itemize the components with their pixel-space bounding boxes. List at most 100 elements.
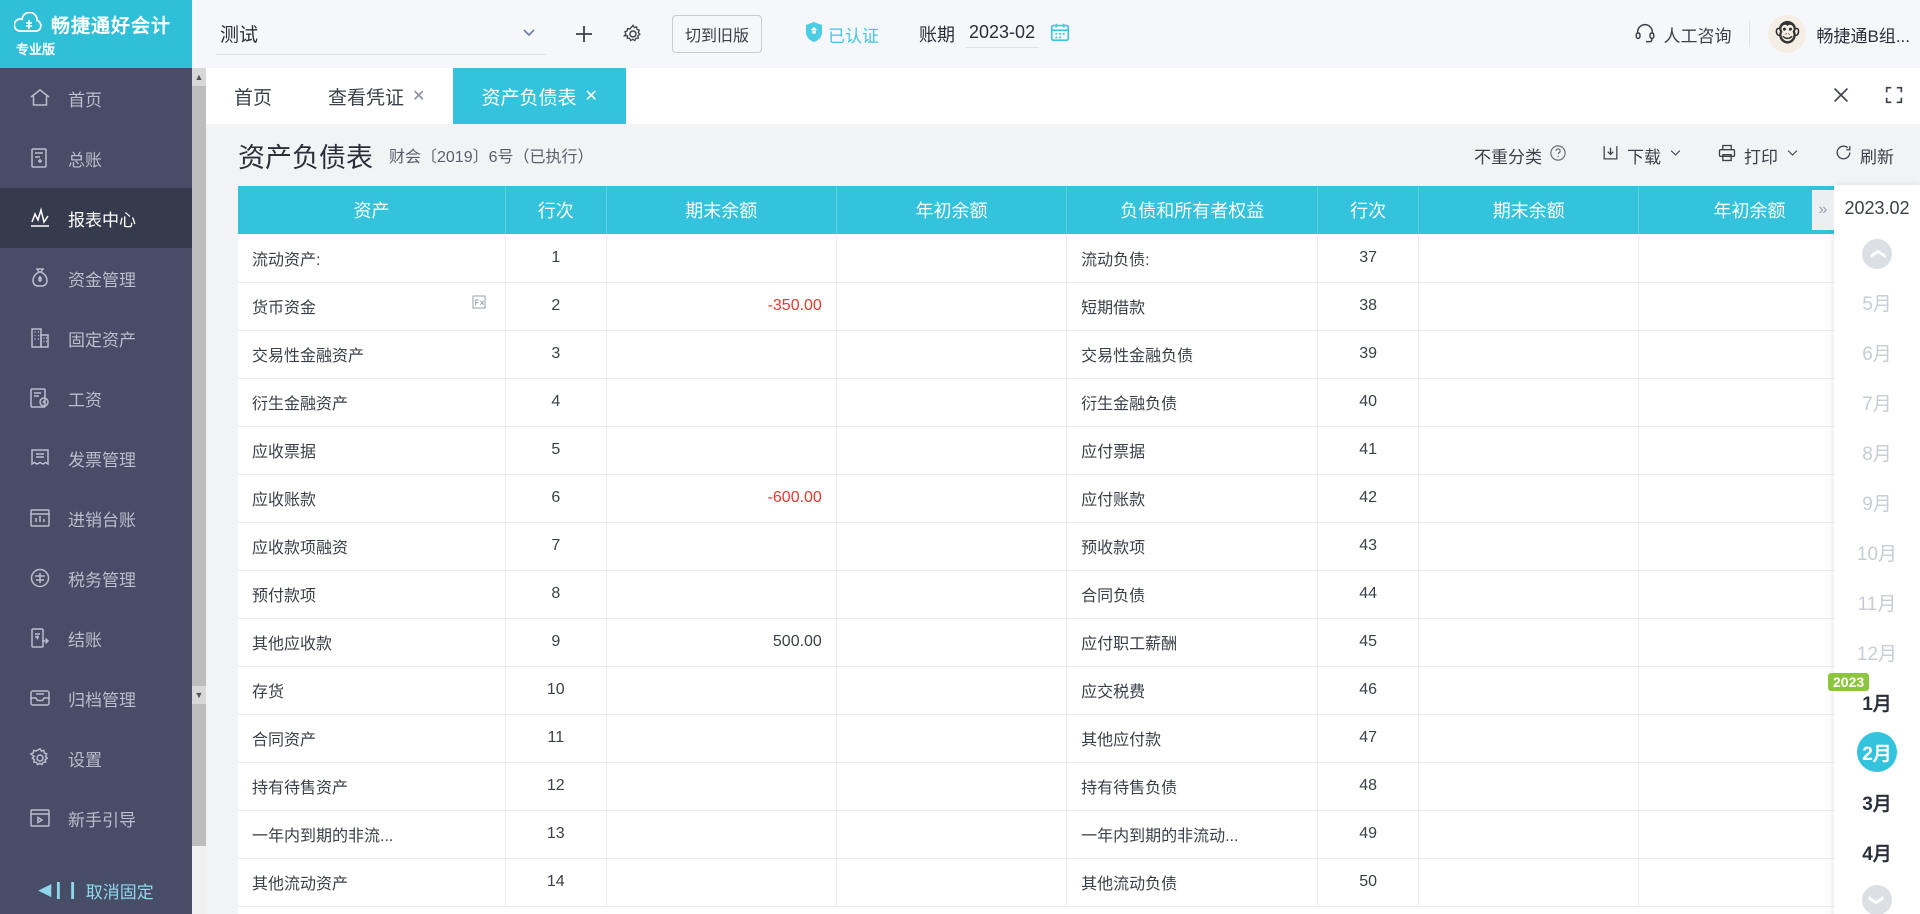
month-item-10[interactable]: 3月 [1834,777,1920,827]
asset-end-balance-cell[interactable] [606,426,837,475]
asset-end-balance-cell[interactable]: -350.00 [606,282,837,331]
liability-begin-balance-cell[interactable] [1638,714,1860,763]
liability-name-cell[interactable]: 持有待售负债 [1066,762,1319,811]
tool-2[interactable]: 打印 [1717,143,1800,168]
asset-end-balance-cell[interactable] [606,522,837,571]
tab-1[interactable]: 查看凭证 ✕ [300,68,453,124]
asset-begin-balance-cell[interactable] [836,474,1068,523]
asset-end-balance-cell[interactable]: 500.00 [606,618,837,667]
verified-badge[interactable]: 已认证 [804,21,879,48]
asset-begin-balance-cell[interactable] [836,570,1068,619]
liability-end-balance-cell[interactable] [1418,618,1640,667]
asset-end-balance-cell[interactable] [606,378,837,427]
period-selector[interactable]: 账期 2023-02 [919,20,1071,48]
month-item-8[interactable]: 2023 1月 [1828,673,1920,727]
asset-begin-balance-cell[interactable] [836,282,1068,331]
month-item-5[interactable]: 10月 [1834,527,1920,577]
liability-end-balance-cell[interactable] [1418,282,1640,331]
sidebar-item-8[interactable]: 税务管理 [0,548,192,608]
month-item-3[interactable]: 8月 [1834,427,1920,477]
close-icon[interactable]: ✕ [584,88,598,105]
column-header-4[interactable]: 负债和所有者权益 [1066,186,1319,234]
asset-begin-balance-cell[interactable] [836,810,1068,859]
chevron-up-icon[interactable]: ❯ [1862,239,1892,269]
liability-begin-balance-cell[interactable] [1638,378,1860,427]
sidebar-item-12[interactable]: 新手引导 [0,788,192,848]
month-item-0[interactable]: 5月 [1834,277,1920,327]
human-support-button[interactable]: 人工咨询 [1634,21,1731,48]
liability-name-cell[interactable]: 短期借款 [1066,282,1319,331]
liability-begin-balance-cell[interactable] [1638,666,1860,715]
month-item-4[interactable]: 9月 [1834,477,1920,527]
asset-name-cell[interactable]: 流动资产: [238,234,507,283]
column-header-1[interactable]: 行次 [505,186,607,234]
liability-name-cell[interactable]: 合同负债 [1066,570,1319,619]
sidebar-scrollbar[interactable]: ▲ ▼ [192,68,206,914]
asset-name-cell[interactable]: 应收票据 [238,426,507,475]
asset-end-balance-cell[interactable] [606,762,837,811]
asset-begin-balance-cell[interactable] [836,234,1068,283]
asset-end-balance-cell[interactable] [606,330,837,379]
asset-begin-balance-cell[interactable] [836,426,1068,475]
liability-end-balance-cell[interactable] [1418,858,1640,907]
liability-name-cell[interactable]: 流动负债: [1066,234,1319,283]
asset-end-balance-cell[interactable] [606,570,837,619]
liability-name-cell[interactable]: 应付职工薪酬 [1066,618,1319,667]
liability-end-balance-cell[interactable] [1418,714,1640,763]
table-row[interactable]: 应收票据 5 应付票据 41 [238,426,1860,475]
period-scroll-down[interactable]: ❯ [1834,877,1920,914]
liability-begin-balance-cell[interactable] [1638,522,1860,571]
liability-begin-balance-cell[interactable] [1638,762,1860,811]
asset-begin-balance-cell[interactable] [836,330,1068,379]
table-row[interactable]: 存货 10 应交税费 46 [238,666,1860,715]
close-icon[interactable] [1830,84,1852,109]
asset-name-cell[interactable]: 应收款项融资 [238,522,507,571]
close-icon[interactable]: ✕ [412,88,426,105]
liability-end-balance-cell[interactable] [1418,522,1640,571]
table-row[interactable]: 其他流动资产 14 其他流动负债 50 [238,858,1860,907]
liability-end-balance-cell[interactable] [1418,810,1640,859]
asset-name-cell[interactable]: 应收账款 [238,474,507,523]
asset-begin-balance-cell[interactable] [836,522,1068,571]
asset-begin-balance-cell[interactable] [836,618,1068,667]
liability-begin-balance-cell[interactable] [1638,474,1860,523]
asset-begin-balance-cell[interactable] [836,378,1068,427]
month-item-9[interactable]: 2月 [1834,727,1920,777]
tab-2[interactable]: 资产负债表 ✕ [453,68,626,124]
liability-end-balance-cell[interactable] [1418,666,1640,715]
sidebar-item-5[interactable]: 工资 [0,368,192,428]
liability-begin-balance-cell[interactable] [1638,810,1860,859]
period-panel-current[interactable]: 2023.02 [1844,197,1910,218]
table-row[interactable]: 其他应收款 9 500.00 应付职工薪酬 45 [238,618,1860,667]
liability-begin-balance-cell[interactable] [1638,234,1860,283]
month-item-1[interactable]: 6月 [1834,327,1920,377]
asset-name-cell[interactable]: 货币资金 [238,282,507,331]
liability-begin-balance-cell[interactable] [1638,618,1860,667]
tool-1[interactable]: 下载 [1601,143,1683,168]
liability-name-cell[interactable]: 应付票据 [1066,426,1319,475]
asset-name-cell[interactable]: 交易性金融资产 [238,330,507,379]
unpin-sidebar-button[interactable]: ◀❙❙ 取消固定 [0,866,192,914]
asset-end-balance-cell[interactable] [606,810,837,859]
asset-begin-balance-cell[interactable] [836,714,1068,763]
liability-end-balance-cell[interactable] [1418,378,1640,427]
fullscreen-icon[interactable] [1883,84,1905,109]
sidebar-item-3[interactable]: 资金管理 [0,248,192,308]
column-header-5[interactable]: 行次 [1317,186,1419,234]
asset-name-cell[interactable]: 合同资产 [238,714,507,763]
asset-name-cell[interactable]: 存货 [238,666,507,715]
liability-name-cell[interactable]: 衍生金融负债 [1066,378,1319,427]
calendar-icon[interactable] [1049,21,1071,48]
sidebar-item-0[interactable]: 首页 [0,68,192,128]
sidebar-item-7[interactable]: 进销台账 [0,488,192,548]
sidebar-item-6[interactable]: 发票管理 [0,428,192,488]
liability-end-balance-cell[interactable] [1418,762,1640,811]
asset-name-cell[interactable]: 其他流动资产 [238,858,507,907]
settings-gear-icon[interactable] [622,23,644,45]
asset-begin-balance-cell[interactable] [836,666,1068,715]
sidebar-item-1[interactable]: 总账 [0,128,192,188]
scroll-thumb[interactable] [192,86,206,846]
liability-name-cell[interactable]: 应交税费 [1066,666,1319,715]
asset-name-cell[interactable]: 其他应收款 [238,618,507,667]
month-item-2[interactable]: 7月 [1834,377,1920,427]
